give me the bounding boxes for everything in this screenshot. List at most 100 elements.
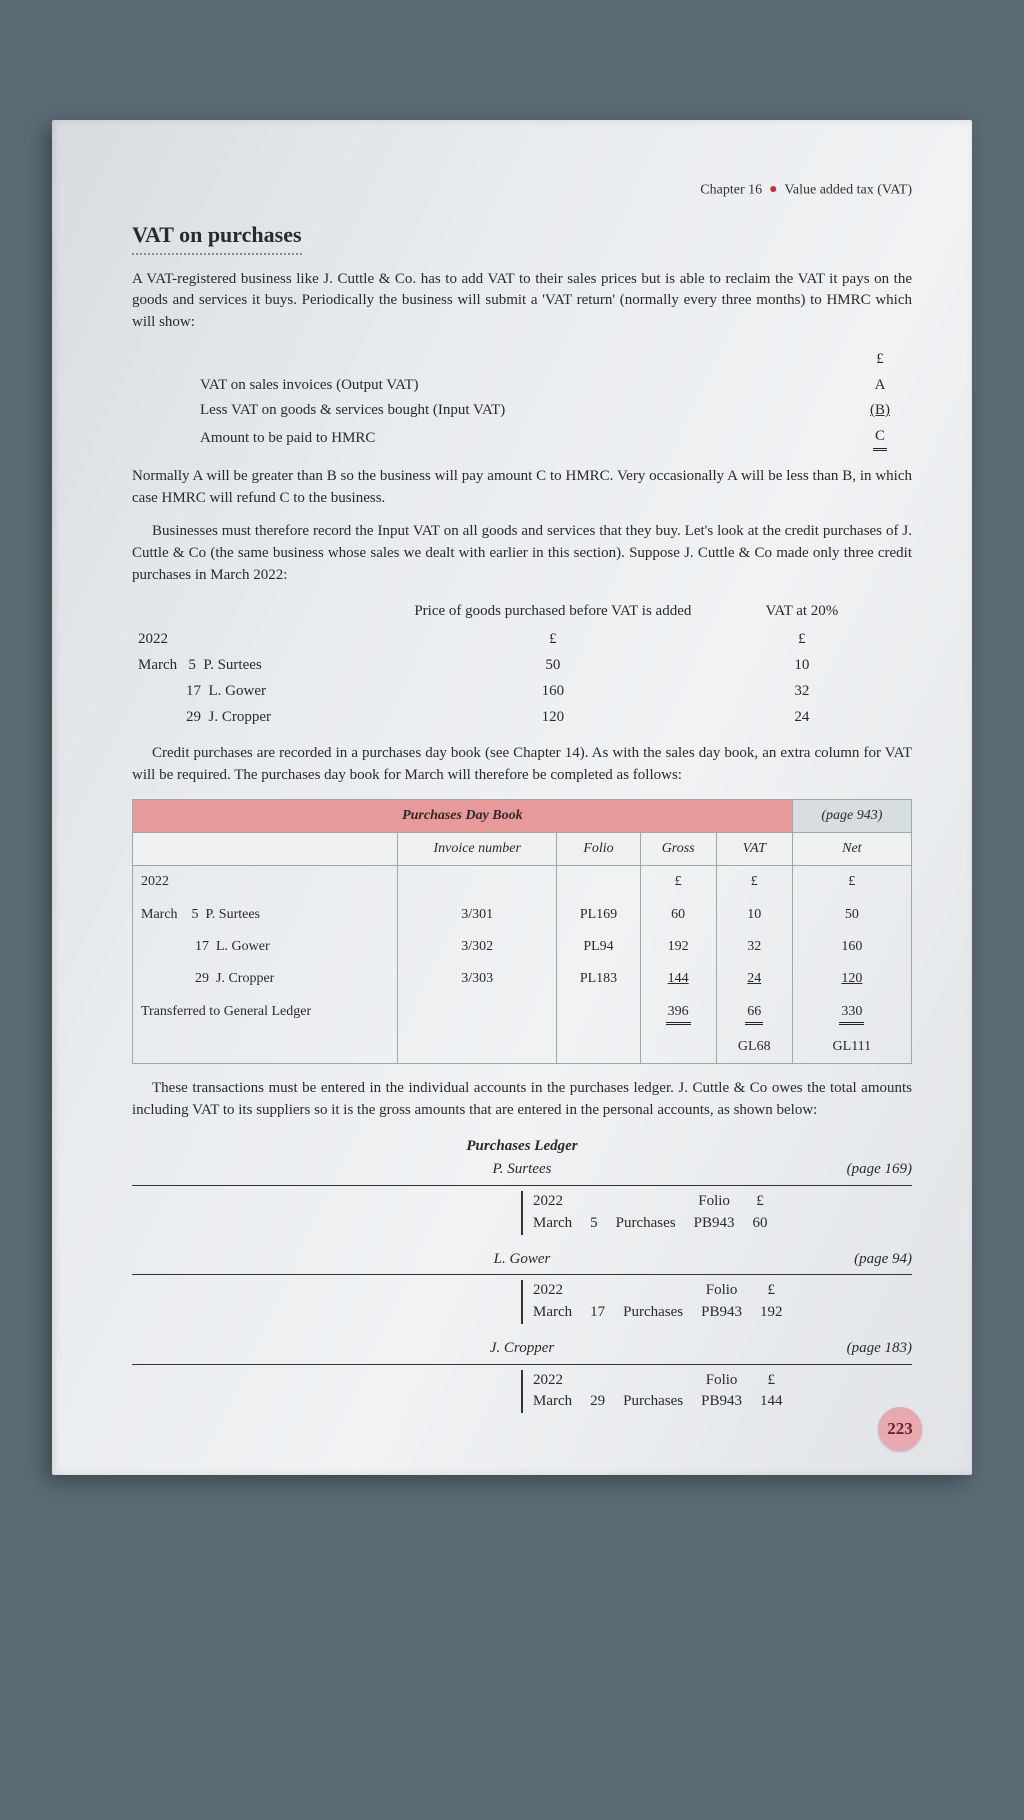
folio-header: Folio (698, 1193, 730, 1209)
amount: 192 (760, 1304, 783, 1320)
currency-symbol: £ (768, 1282, 776, 1298)
paragraph: Businesses must therefore record the Inp… (132, 521, 912, 586)
ledger-entry: 2022 March 29 Purchases Folio PB943 £ 14… (132, 1365, 912, 1426)
pdb-title: Purchases Day Book (133, 799, 793, 832)
book-page: Chapter 16 ● Value added tax (VAT) VAT o… (52, 120, 972, 1475)
folio-ref: PB943 (701, 1304, 742, 1320)
price-table: Price of goods purchased before VAT is a… (132, 599, 912, 732)
month-label: March (141, 907, 178, 922)
transfer-label: Transferred to General Ledger (133, 996, 398, 1031)
year-label: 2022 (533, 1191, 572, 1213)
ledger-pageref: (page 169) (847, 1159, 912, 1181)
supplier-name: J. Cropper (209, 709, 272, 725)
currency-symbol: £ (850, 348, 910, 372)
year-label: 2022 (533, 1280, 572, 1302)
invoice-number: 3/301 (397, 899, 557, 931)
supplier-name: L. Gower (209, 683, 266, 699)
year-label: 2022 (533, 1370, 572, 1392)
folio-ref: PB943 (701, 1393, 742, 1409)
day: 5 (590, 1215, 598, 1231)
day: 17 (195, 939, 209, 954)
gross: 192 (640, 931, 716, 963)
price-value: 160 (414, 680, 692, 704)
folio: PL94 (557, 931, 640, 963)
invoice-number: 3/303 (397, 963, 557, 995)
vat-calc-value: C (873, 426, 887, 451)
supplier-name: P. Surtees (206, 907, 260, 922)
vat-calc-block: £ VAT on sales invoices (Output VAT) A L… (192, 346, 912, 454)
entry-desc: Purchases (623, 1304, 683, 1320)
currency-symbol: £ (792, 866, 911, 899)
paragraph: Normally A will be greater than B so the… (132, 466, 912, 510)
page-number: 223 (878, 1407, 922, 1451)
ledger-entry: 2022 March 5 Purchases Folio PB943 £ 60 (132, 1186, 912, 1247)
net-total: 330 (839, 1002, 864, 1025)
net: 120 (841, 971, 862, 986)
pdb-pageref: (page 943) (792, 799, 911, 832)
day: 29 (195, 971, 209, 986)
folio: PL169 (557, 899, 640, 931)
entry-desc: Purchases (623, 1393, 683, 1409)
month-label: March (533, 1215, 572, 1231)
month-label: March (533, 1304, 572, 1320)
col-header: Gross (640, 833, 716, 866)
folio: PL183 (557, 963, 640, 995)
vat: 24 (747, 971, 761, 986)
day: 17 (186, 683, 201, 699)
ledger-account-name: P. Surtees (page 169) (132, 1159, 912, 1181)
section-heading: VAT on purchases (132, 219, 302, 255)
gross: 60 (640, 899, 716, 931)
vat-total: 66 (745, 1002, 763, 1025)
folio-ref: PB943 (694, 1215, 735, 1231)
month-label: March (138, 657, 177, 673)
paragraph: These transactions must be entered in th… (132, 1078, 912, 1122)
supplier-name: P. Surtees (203, 657, 261, 673)
day: 29 (186, 709, 201, 725)
ledger-pageref: (page 94) (854, 1249, 912, 1271)
month-label: March (533, 1393, 572, 1409)
currency-symbol: £ (694, 628, 910, 652)
paragraph: Credit purchases are recorded in a purch… (132, 743, 912, 787)
folio-header: Folio (706, 1282, 738, 1298)
col-header: VAT (716, 833, 792, 866)
invoice-number: 3/302 (397, 931, 557, 963)
day: 5 (192, 907, 199, 922)
vat-value: 10 (694, 654, 910, 678)
gross-total: 396 (666, 1002, 691, 1025)
amount: 144 (760, 1393, 783, 1409)
vat-value: 24 (694, 706, 910, 730)
purchases-day-book: Purchases Day Book (page 943) Invoice nu… (132, 799, 912, 1064)
ledger-title: Purchases Ledger (132, 1136, 912, 1158)
supplier-name: L. Gower (216, 939, 270, 954)
chapter-label: Chapter 16 (700, 182, 762, 197)
col-header: Invoice number (397, 833, 557, 866)
currency-symbol: £ (640, 866, 716, 899)
col-header: VAT at 20% (694, 601, 910, 627)
net: 160 (792, 931, 911, 963)
vat-calc-label: Amount to be paid to HMRC (194, 425, 848, 452)
ledger-pageref: (page 183) (847, 1338, 912, 1360)
vat-calc-label: VAT on sales invoices (Output VAT) (194, 374, 848, 398)
chapter-topic: Value added tax (VAT) (784, 182, 912, 197)
vat-calc-value: (B) (870, 402, 890, 418)
gl-ref: GL111 (792, 1031, 911, 1064)
folio-header: Folio (706, 1372, 738, 1388)
vat: 32 (716, 931, 792, 963)
col-header: Net (792, 833, 911, 866)
day: 17 (590, 1304, 605, 1320)
ledger-entry: 2022 March 17 Purchases Folio PB943 £ 19… (132, 1275, 912, 1336)
day: 5 (188, 657, 196, 673)
vat-value: 32 (694, 680, 910, 704)
year-label: 2022 (134, 628, 412, 652)
gl-ref: GL68 (716, 1031, 792, 1064)
currency-symbol: £ (768, 1372, 776, 1388)
gross: 144 (668, 971, 689, 986)
supplier-name: J. Cropper (216, 971, 274, 986)
net: 50 (792, 899, 911, 931)
vat: 10 (716, 899, 792, 931)
col-header: Folio (557, 833, 640, 866)
ledger-account-name: J. Cropper (page 183) (132, 1338, 912, 1360)
entry-desc: Purchases (616, 1215, 676, 1231)
amount: 60 (753, 1215, 768, 1231)
bullet-icon: ● (766, 182, 781, 197)
